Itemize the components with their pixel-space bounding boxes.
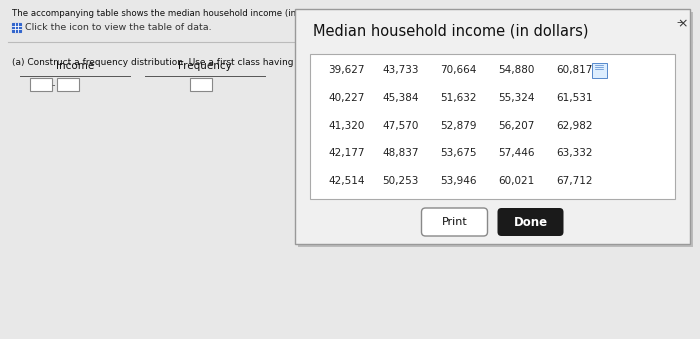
- FancyBboxPatch shape: [12, 23, 21, 32]
- Text: -: -: [51, 80, 55, 90]
- Text: 42,177: 42,177: [328, 148, 365, 158]
- FancyBboxPatch shape: [295, 9, 690, 244]
- Text: Median household income (in dollars): Median household income (in dollars): [313, 23, 589, 38]
- Text: 60,021: 60,021: [498, 176, 534, 186]
- Text: 42,514: 42,514: [328, 176, 365, 186]
- Text: 62,982: 62,982: [556, 121, 592, 131]
- Text: The accompanying table shows the median household income (in dollars) for 25 ran: The accompanying table shows the median …: [12, 9, 645, 18]
- Text: Click the icon to view the table of data.: Click the icon to view the table of data…: [25, 23, 211, 32]
- Text: 43,733: 43,733: [382, 65, 419, 75]
- FancyBboxPatch shape: [190, 78, 212, 91]
- FancyBboxPatch shape: [498, 208, 564, 236]
- FancyBboxPatch shape: [310, 54, 675, 199]
- Text: 50,253: 50,253: [382, 176, 419, 186]
- Text: (a) Construct a frequency distribution. Use a first class having a lower class l: (a) Construct a frequency distribution. …: [12, 58, 546, 67]
- FancyBboxPatch shape: [298, 12, 693, 247]
- Text: 53,946: 53,946: [440, 176, 477, 186]
- Text: ×: ×: [678, 17, 688, 30]
- Text: 63,332: 63,332: [556, 148, 592, 158]
- Text: 40,227: 40,227: [328, 93, 365, 103]
- Text: Done: Done: [513, 216, 547, 228]
- Text: 70,664: 70,664: [440, 65, 477, 75]
- FancyBboxPatch shape: [30, 78, 52, 91]
- Text: 39,627: 39,627: [328, 65, 365, 75]
- Text: 47,570: 47,570: [382, 121, 419, 131]
- Text: Print: Print: [442, 217, 468, 227]
- Text: 52,879: 52,879: [440, 121, 477, 131]
- Text: 48,837: 48,837: [382, 148, 419, 158]
- Text: Income: Income: [56, 61, 94, 71]
- Text: 57,446: 57,446: [498, 148, 535, 158]
- Text: 53,675: 53,675: [440, 148, 477, 158]
- Text: 41,320: 41,320: [328, 121, 365, 131]
- Text: –: –: [676, 17, 682, 27]
- Text: 51,632: 51,632: [440, 93, 477, 103]
- Text: 55,324: 55,324: [498, 93, 535, 103]
- FancyBboxPatch shape: [592, 63, 607, 78]
- FancyBboxPatch shape: [374, 41, 407, 57]
- Text: 60,817: 60,817: [556, 65, 592, 75]
- Text: 45,384: 45,384: [382, 93, 419, 103]
- Text: 67,712: 67,712: [556, 176, 592, 186]
- FancyBboxPatch shape: [421, 208, 487, 236]
- Text: 61,531: 61,531: [556, 93, 592, 103]
- Text: 54,880: 54,880: [498, 65, 534, 75]
- FancyBboxPatch shape: [57, 78, 79, 91]
- Text: Frequency: Frequency: [178, 61, 232, 71]
- Text: 56,207: 56,207: [498, 121, 534, 131]
- Text: ···: ···: [386, 44, 394, 54]
